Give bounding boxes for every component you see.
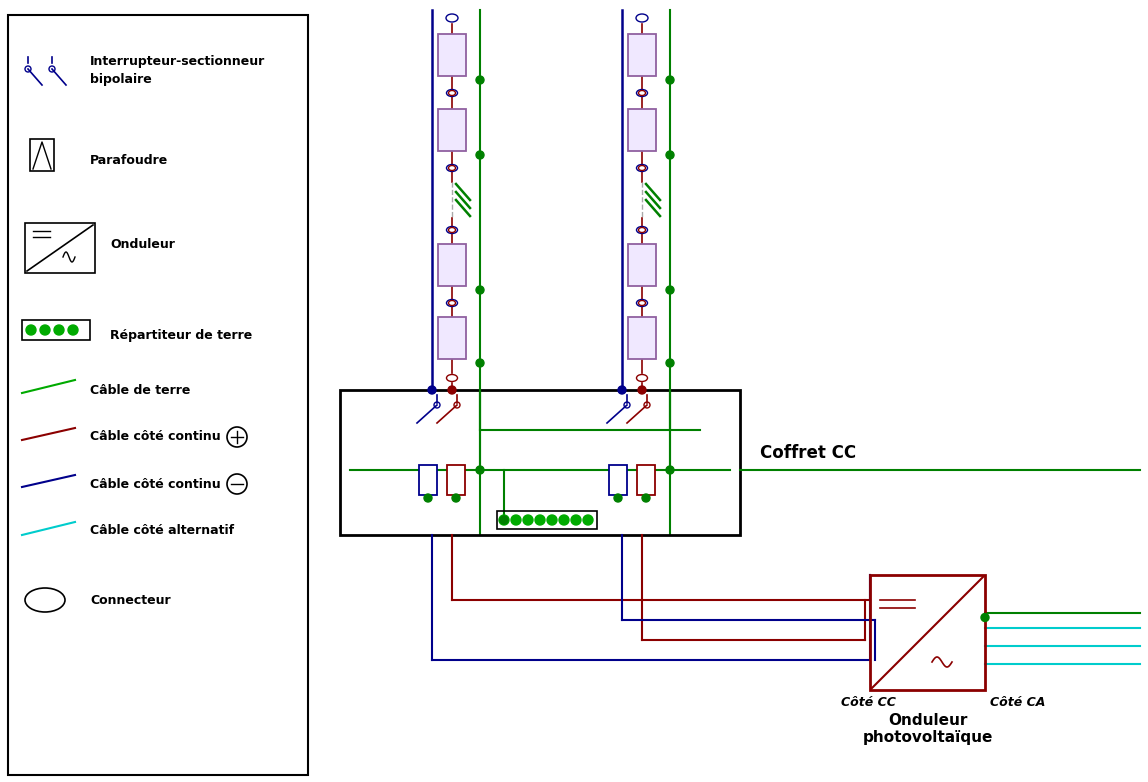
Circle shape — [535, 515, 545, 525]
Bar — [628, 244, 656, 286]
Text: Onduleur: Onduleur — [110, 239, 174, 252]
Circle shape — [666, 359, 674, 367]
Circle shape — [26, 325, 36, 335]
Text: Répartiteur de terre: Répartiteur de terre — [110, 328, 253, 342]
Bar — [25, 223, 95, 273]
Text: Coffret CC: Coffret CC — [760, 443, 856, 461]
Text: Câble côté alternatif: Câble côté alternatif — [90, 523, 234, 536]
Text: Interrupteur-sectionneur
bipolaire: Interrupteur-sectionneur bipolaire — [90, 55, 265, 85]
Circle shape — [428, 386, 436, 394]
Text: Câble côté continu: Câble côté continu — [90, 478, 220, 490]
Text: Onduleur: Onduleur — [887, 713, 967, 728]
Bar — [439, 109, 466, 151]
Circle shape — [68, 325, 78, 335]
Circle shape — [523, 515, 533, 525]
Circle shape — [642, 494, 650, 502]
Bar — [497, 511, 597, 529]
Bar — [439, 317, 466, 359]
Circle shape — [982, 614, 988, 622]
Bar — [439, 244, 466, 286]
Circle shape — [476, 76, 484, 84]
Bar — [628, 34, 656, 76]
Circle shape — [40, 325, 51, 335]
Circle shape — [666, 151, 674, 159]
Text: Câble de terre: Câble de terre — [90, 383, 191, 396]
Bar — [439, 34, 466, 76]
Circle shape — [559, 515, 569, 525]
Circle shape — [476, 466, 484, 474]
Circle shape — [638, 386, 646, 394]
Circle shape — [54, 325, 64, 335]
Circle shape — [546, 515, 557, 525]
Circle shape — [476, 286, 484, 294]
Circle shape — [476, 359, 484, 367]
Circle shape — [666, 286, 674, 294]
Bar — [340, 390, 740, 535]
Circle shape — [614, 494, 622, 502]
Circle shape — [666, 466, 674, 474]
Bar — [30, 139, 54, 171]
Bar — [870, 575, 985, 690]
Circle shape — [571, 515, 581, 525]
Circle shape — [448, 386, 456, 394]
Bar — [608, 465, 627, 495]
Bar — [628, 109, 656, 151]
Bar — [8, 15, 308, 775]
Text: Connecteur: Connecteur — [90, 594, 171, 607]
Bar — [22, 320, 90, 340]
Circle shape — [501, 516, 509, 524]
Circle shape — [424, 494, 432, 502]
Text: Côté CC: Côté CC — [840, 696, 895, 709]
Circle shape — [499, 515, 509, 525]
Circle shape — [476, 151, 484, 159]
Circle shape — [666, 76, 674, 84]
Bar — [447, 465, 465, 495]
Text: Parafoudre: Parafoudre — [90, 153, 169, 167]
Bar — [637, 465, 656, 495]
Bar — [628, 317, 656, 359]
Circle shape — [452, 494, 460, 502]
Bar — [419, 465, 437, 495]
Text: photovoltaïque: photovoltaïque — [862, 730, 993, 745]
Circle shape — [618, 386, 626, 394]
Text: Câble côté continu: Câble côté continu — [90, 431, 220, 443]
Text: Côté CA: Côté CA — [990, 696, 1046, 709]
Circle shape — [583, 515, 594, 525]
Circle shape — [511, 515, 521, 525]
